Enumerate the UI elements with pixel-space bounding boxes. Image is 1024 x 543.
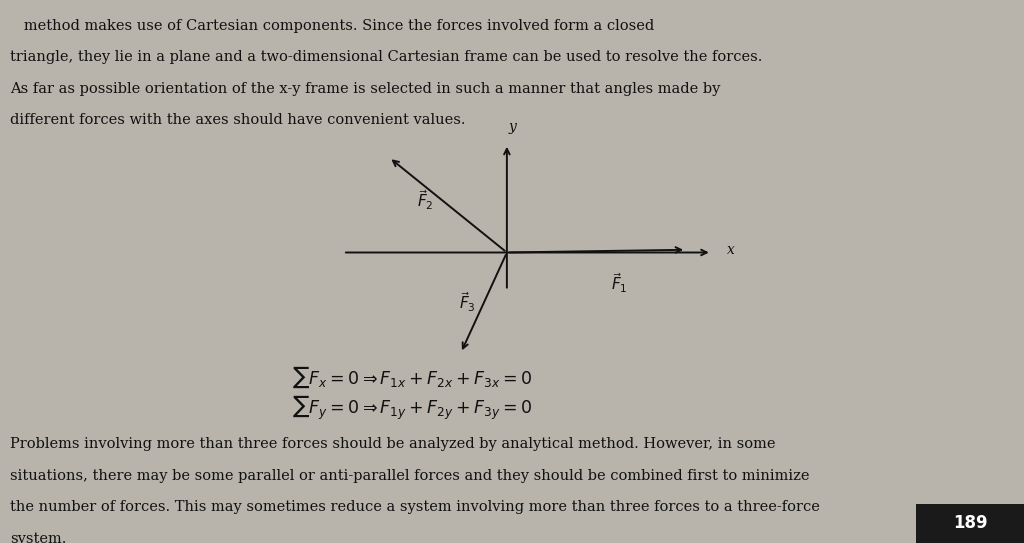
Text: x: x — [727, 243, 735, 257]
Text: y: y — [508, 120, 516, 134]
Text: $\vec{F}_2$: $\vec{F}_2$ — [417, 188, 433, 212]
Text: method makes use of Cartesian components. Since the forces involved form a close: method makes use of Cartesian components… — [10, 19, 654, 33]
Text: different forces with the axes should have convenient values.: different forces with the axes should ha… — [10, 113, 466, 128]
Text: $\vec{F}_3$: $\vec{F}_3$ — [459, 291, 476, 314]
Text: Problems involving more than three forces should be analyzed by analytical metho: Problems involving more than three force… — [10, 437, 776, 451]
Text: $\sum F_x = 0 \Rightarrow F_{1x} + F_{2x} + F_{3x} = 0$: $\sum F_x = 0 \Rightarrow F_{1x} + F_{2x… — [292, 365, 531, 390]
Text: triangle, they lie in a plane and a two-dimensional Cartesian frame can be used : triangle, they lie in a plane and a two-… — [10, 50, 763, 65]
Text: 189: 189 — [953, 514, 987, 533]
Bar — [916, 504, 1024, 543]
Text: As far as possible orientation of the x-y frame is selected in such a manner tha: As far as possible orientation of the x-… — [10, 82, 721, 96]
Text: situations, there may be some parallel or anti-parallel forces and they should b: situations, there may be some parallel o… — [10, 469, 810, 483]
Text: $\vec{F}_1$: $\vec{F}_1$ — [610, 272, 628, 295]
Text: the number of forces. This may sometimes reduce a system involving more than thr: the number of forces. This may sometimes… — [10, 500, 820, 514]
Text: $\sum F_y = 0 \Rightarrow F_{1y} + F_{2y} + F_{3y} = 0$: $\sum F_y = 0 \Rightarrow F_{1y} + F_{2y… — [292, 394, 531, 422]
Text: system.: system. — [10, 532, 67, 543]
